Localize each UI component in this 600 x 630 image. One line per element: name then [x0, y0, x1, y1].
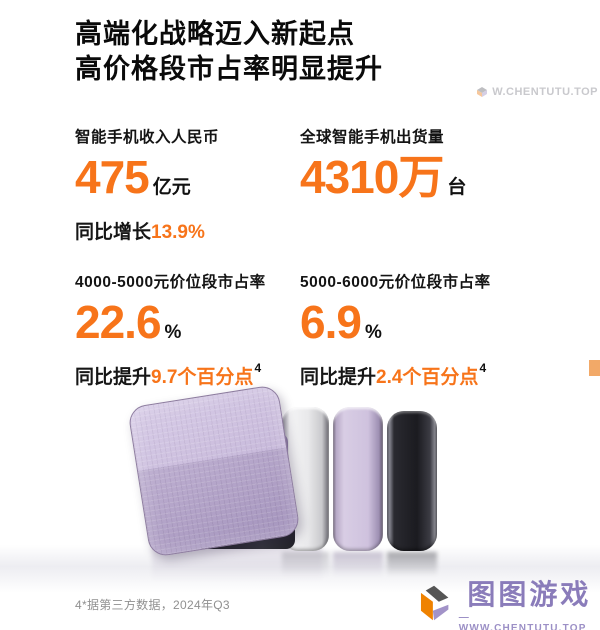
edge-watermark-fragment	[589, 360, 600, 376]
stat-number: 6.9	[300, 296, 362, 348]
bottom-watermark-text: 图图游戏 — WWW.CHENTUTU.TOP —	[459, 580, 600, 630]
top-watermark: W.CHENTUTU.TOP	[476, 86, 598, 98]
stat-number: 4310万	[300, 151, 444, 203]
stat-footnote-marker: 4	[254, 361, 262, 375]
stat-footnote-marker: 4	[479, 361, 487, 375]
stat-value: 475 亿元	[75, 153, 305, 213]
page-title: 高端化战略迈入新起点 高价格段市占率明显提升	[75, 17, 383, 87]
stat-sub-prefix: 同比增长	[75, 222, 152, 243]
product-hero-image	[127, 384, 530, 589]
stat-sub-highlight: 13.9%	[151, 222, 205, 243]
watermark-brand-name: 图图游戏	[467, 579, 592, 610]
stat-card-share-5000-6000: 5000-6000元价位段市占率 6.9% 同比提升2.4个百分点4	[300, 270, 530, 389]
phone-black	[387, 411, 437, 551]
stat-sub-highlight: 2.4个百分点	[376, 367, 479, 388]
stat-label: 5000-6000元价位段市占率	[300, 274, 491, 291]
stat-value: 4310万台	[300, 153, 530, 213]
stat-value: 22.6%	[75, 298, 305, 358]
stat-subline: 同比增长13.9%	[75, 217, 305, 244]
stat-unit: 台	[447, 177, 467, 198]
stat-sub-prefix: 同比提升	[300, 367, 377, 388]
cube-logo-icon	[477, 87, 488, 97]
stat-label: 4000-5000元价位段市占率	[75, 274, 266, 291]
stat-card-share-4000-5000: 4000-5000元价位段市占率 22.6% 同比提升9.7个百分点4	[75, 270, 305, 389]
cube-logo-icon	[420, 585, 449, 621]
watermark-url: — WWW.CHENTUTU.TOP —	[458, 612, 587, 630]
stat-subline: 同比提升9.7个百分点4	[75, 361, 305, 389]
stat-value: 6.9%	[300, 298, 530, 358]
title-line-1: 高端化战略迈入新起点	[75, 19, 355, 49]
phone-lavender	[333, 407, 383, 551]
reflection-silver-phone	[282, 552, 329, 576]
top-watermark-text: W.CHENTUTU.TOP	[492, 86, 598, 98]
stat-subline: 同比提升2.4个百分点4	[300, 361, 530, 389]
reflective-floor	[0, 545, 600, 593]
footnote-source: 4*据第三方数据，2024年Q3	[75, 598, 230, 612]
stat-sub-prefix: 同比提升	[75, 367, 152, 388]
stat-number: 22.6	[75, 296, 162, 348]
title-line-2: 高价格段市占率明显提升	[75, 54, 383, 84]
stat-unit: 亿元	[152, 177, 191, 198]
stat-unit: %	[364, 322, 382, 343]
stat-label: 全球智能手机出货量	[300, 129, 445, 146]
stat-unit: %	[164, 322, 182, 343]
stat-number: 475	[75, 151, 150, 203]
reflection-lavender-phone	[333, 552, 383, 576]
stat-label: 智能手机收入人民币	[75, 129, 220, 146]
reflection-black-phone	[387, 552, 437, 576]
stat-card-shipments: 全球智能手机出货量 4310万台	[300, 125, 530, 239]
stat-card-revenue: 智能手机收入人民币 475 亿元 同比增长13.9%	[75, 125, 305, 244]
stat-subline	[300, 217, 530, 239]
phone-purple-tilted	[127, 384, 301, 558]
bottom-watermark: 图图游戏 — WWW.CHENTUTU.TOP —	[415, 580, 600, 630]
stat-sub-highlight: 9.7个百分点	[151, 367, 254, 388]
